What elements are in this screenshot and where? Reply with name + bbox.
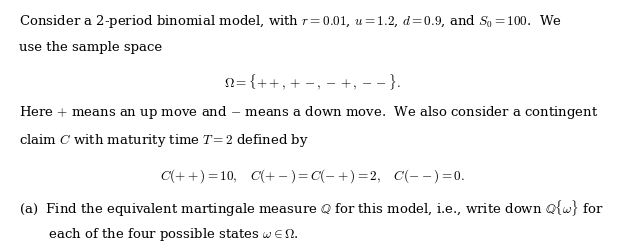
Text: $\Omega = \{++,+-,-+,--\}.$: $\Omega = \{++,+-,-+,--\}.$	[223, 72, 401, 92]
Text: claim $C$ with maturity time $T = 2$ defined by: claim $C$ with maturity time $T = 2$ def…	[19, 132, 308, 149]
Text: (a)  Find the equivalent martingale measure $\mathbb{Q}$ for this model, i.e., w: (a) Find the equivalent martingale measu…	[19, 198, 603, 219]
Text: use the sample space: use the sample space	[19, 41, 162, 54]
Text: Consider a 2-period binomial model, with $r = 0.01$, $u = 1.2$, $d= 0.9$, and $S: Consider a 2-period binomial model, with…	[19, 13, 562, 30]
Text: each of the four possible states $\omega \in \Omega$.: each of the four possible states $\omega…	[19, 226, 298, 241]
Text: $C(++) = 10, \quad C(+-) = C(-+) = 2, \quad C(--) = 0.$: $C(++) = 10, \quad C(+-) = C(-+) = 2, \q…	[160, 167, 464, 185]
Text: Here $+$ means an up move and $-$ means a down move.  We also consider a conting: Here $+$ means an up move and $-$ means …	[19, 104, 598, 121]
